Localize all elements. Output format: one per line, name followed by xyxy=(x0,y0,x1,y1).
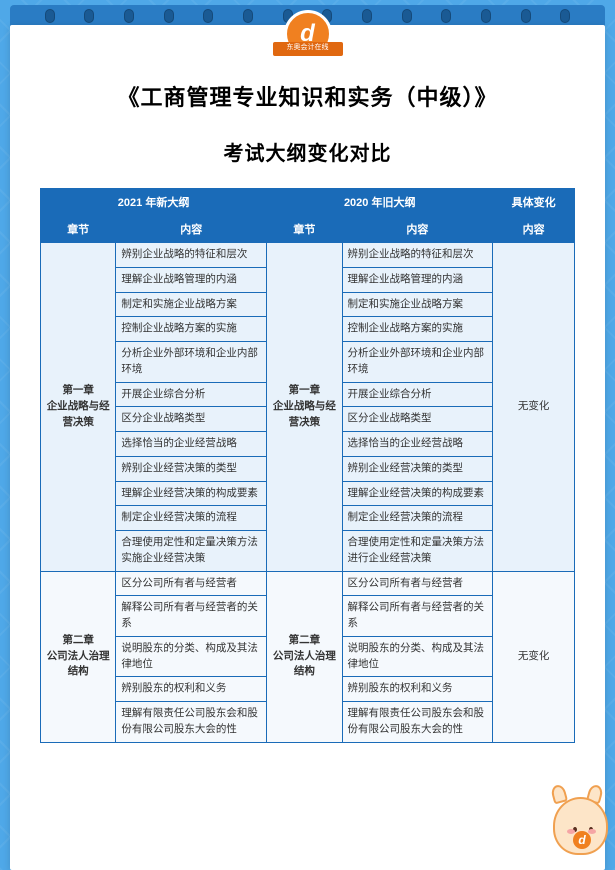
content-new-cell: 开展企业综合分析 xyxy=(116,382,267,407)
content-old-cell: 开展企业综合分析 xyxy=(342,382,493,407)
content-new-cell: 辨别企业战略的特征和层次 xyxy=(116,243,267,268)
subheader-change-content: 内容 xyxy=(493,216,575,243)
header-old-group: 2020 年旧大纲 xyxy=(267,189,493,216)
brand-text: 东奥会计在线 xyxy=(287,44,329,51)
mascot-blush-icon xyxy=(588,829,596,834)
content-new-cell: 合理使用定性和定量决策方法实施企业经营决策 xyxy=(116,531,267,572)
content-old-cell: 辨别企业战略的特征和层次 xyxy=(342,243,493,268)
binder-hole xyxy=(362,9,372,23)
table-row: 第二章公司法人治理结构区分公司所有者与经营者第二章公司法人治理结构区分公司所有者… xyxy=(41,571,575,596)
content-old-cell: 说明股东的分类、构成及其法律地位 xyxy=(342,636,493,677)
content-old-cell: 理解企业经营决策的构成要素 xyxy=(342,481,493,506)
content-old-cell: 理解企业战略管理的内涵 xyxy=(342,267,493,292)
change-cell: 无变化 xyxy=(493,571,575,742)
brand-badge: 东奥会计在线 xyxy=(278,10,338,60)
mascot-blush-icon xyxy=(567,829,575,834)
content-old-cell: 控制企业战略方案的实施 xyxy=(342,317,493,342)
binder-hole xyxy=(402,9,412,23)
comparison-table: 2021 年新大纲 2020 年旧大纲 具体变化 章节 内容 章节 内容 内容 … xyxy=(40,188,575,743)
content-old-cell: 辨别企业经营决策的类型 xyxy=(342,456,493,481)
subheader-content-new: 内容 xyxy=(116,216,267,243)
content-new-cell: 理解有限责任公司股东会和股份有限公司股东大会的性 xyxy=(116,702,267,743)
content-old-cell: 选择恰当的企业经营战略 xyxy=(342,432,493,457)
content-new-cell: 解释公司所有者与经营者的关系 xyxy=(116,596,267,637)
binder-hole xyxy=(124,9,134,23)
table-row: 第一章企业战略与经营决策辨别企业战略的特征和层次第一章企业战略与经营决策辨别企业… xyxy=(41,243,575,268)
binder-hole xyxy=(521,9,531,23)
change-cell: 无变化 xyxy=(493,243,575,572)
content-old-cell: 解释公司所有者与经营者的关系 xyxy=(342,596,493,637)
content-new-cell: 辨别企业经营决策的类型 xyxy=(116,456,267,481)
content-new-cell: 区分公司所有者与经营者 xyxy=(116,571,267,596)
binder-hole xyxy=(45,9,55,23)
chapter-new-cell: 第一章企业战略与经营决策 xyxy=(41,243,116,572)
content-new-cell: 分析企业外部环境和企业内部环境 xyxy=(116,342,267,383)
header-change-group: 具体变化 xyxy=(493,189,575,216)
content-new-cell: 说明股东的分类、构成及其法律地位 xyxy=(116,636,267,677)
content-old-cell: 制定企业经营决策的流程 xyxy=(342,506,493,531)
content-old-cell: 辨别股东的权利和义务 xyxy=(342,677,493,702)
binder-hole xyxy=(164,9,174,23)
content-new-cell: 制定企业经营决策的流程 xyxy=(116,506,267,531)
binder-hole xyxy=(441,9,451,23)
content-new-cell: 理解企业经营决策的构成要素 xyxy=(116,481,267,506)
chapter-old-cell: 第二章公司法人治理结构 xyxy=(267,571,342,742)
content-new-cell: 辨别股东的权利和义务 xyxy=(116,677,267,702)
page-title-line1: 《工商管理专业知识和实务（中级）》 xyxy=(40,80,575,112)
content-new-cell: 区分企业战略类型 xyxy=(116,407,267,432)
binder-hole xyxy=(243,9,253,23)
binder-hole xyxy=(481,9,491,23)
mascot-logo-icon: d xyxy=(573,831,591,849)
content-old-cell: 理解有限责任公司股东会和股份有限公司股东大会的性 xyxy=(342,702,493,743)
binder-hole xyxy=(84,9,94,23)
content-new-cell: 理解企业战略管理的内涵 xyxy=(116,267,267,292)
content-new-cell: 选择恰当的企业经营战略 xyxy=(116,432,267,457)
subheader-content-old: 内容 xyxy=(342,216,493,243)
content-new-cell: 控制企业战略方案的实施 xyxy=(116,317,267,342)
brand-ribbon: 东奥会计在线 xyxy=(273,42,343,56)
table-body: 第一章企业战略与经营决策辨别企业战略的特征和层次第一章企业战略与经营决策辨别企业… xyxy=(41,243,575,743)
content-old-cell: 制定和实施企业战略方案 xyxy=(342,292,493,317)
mascot-icon: d xyxy=(540,780,610,855)
subheader-chapter-new: 章节 xyxy=(41,216,116,243)
content-old-cell: 区分企业战略类型 xyxy=(342,407,493,432)
document-page: 《工商管理专业知识和实务（中级）》 考试大纲变化对比 2021 年新大纲 202… xyxy=(10,25,605,870)
content-old-cell: 合理使用定性和定量决策方法进行企业经营决策 xyxy=(342,531,493,572)
header-new-group: 2021 年新大纲 xyxy=(41,189,267,216)
content-new-cell: 制定和实施企业战略方案 xyxy=(116,292,267,317)
binder-hole xyxy=(203,9,213,23)
chapter-new-cell: 第二章公司法人治理结构 xyxy=(41,571,116,742)
content-old-cell: 分析企业外部环境和企业内部环境 xyxy=(342,342,493,383)
chapter-old-cell: 第一章企业战略与经营决策 xyxy=(267,243,342,572)
content-old-cell: 区分公司所有者与经营者 xyxy=(342,571,493,596)
page-title-line2: 考试大纲变化对比 xyxy=(40,137,575,166)
subheader-chapter-old: 章节 xyxy=(267,216,342,243)
mascot-body-icon: d xyxy=(553,797,608,855)
binder-hole xyxy=(560,9,570,23)
